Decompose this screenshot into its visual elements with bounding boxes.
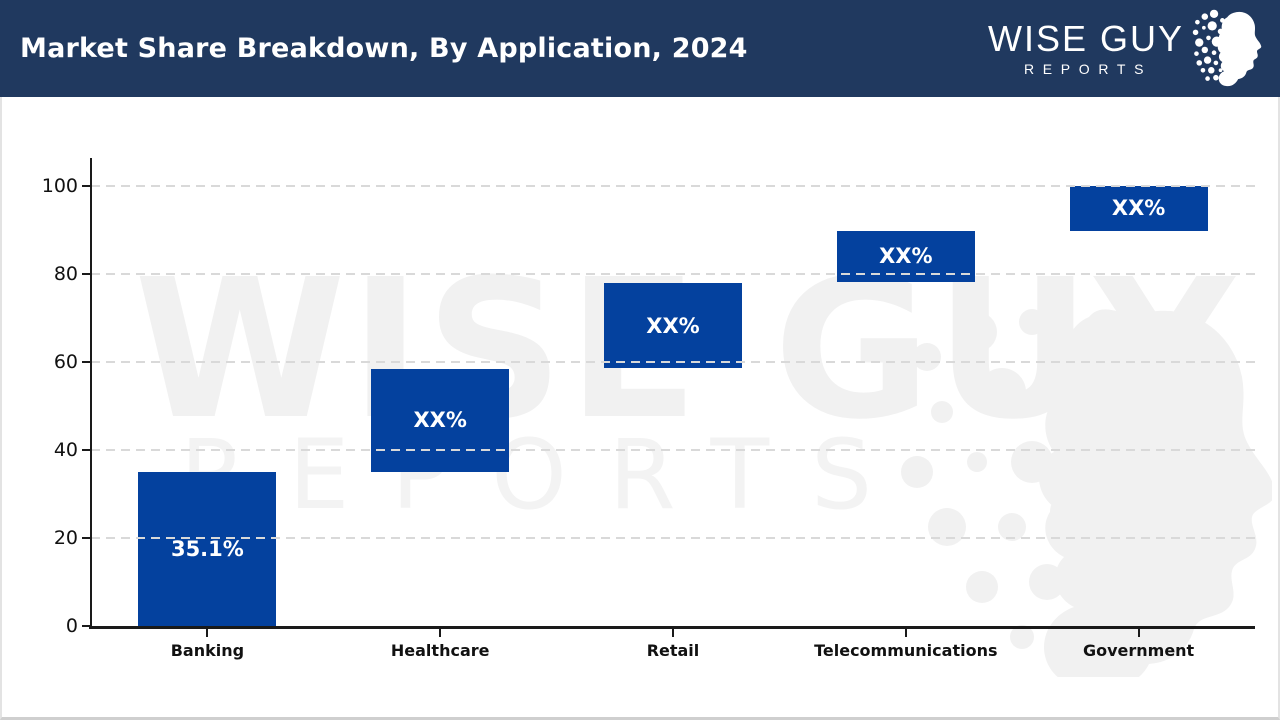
y-tick-mark-20 xyxy=(82,537,90,539)
y-tick-label-0: 0 xyxy=(65,615,78,637)
gridline-100 xyxy=(91,185,1255,187)
header: Market Share Breakdown, By Application, … xyxy=(0,0,1280,97)
x-axis-line xyxy=(89,626,1255,629)
gridline-80 xyxy=(91,273,1255,275)
logo-wordmark: WISE GUY xyxy=(987,18,1184,59)
x-tick-label-3: Telecommunications xyxy=(814,641,998,660)
x-tick-mark-0 xyxy=(206,629,209,637)
x-tick-mark-4 xyxy=(1137,629,1140,637)
y-tick-label-20: 20 xyxy=(53,527,78,549)
page-title: Market Share Breakdown, By Application, … xyxy=(20,33,748,64)
y-tick-label-100: 100 xyxy=(41,175,78,197)
x-tick-label-1: Healthcare xyxy=(390,641,490,660)
bar-value-label: XX% xyxy=(413,408,467,433)
bar-retail: XX% xyxy=(604,283,742,369)
bar-government: XX% xyxy=(1069,186,1208,231)
y-tick-mark-100 xyxy=(82,185,90,187)
logo: WISE GUY REPORTS xyxy=(988,6,1264,92)
bar-healthcare: XX% xyxy=(371,369,510,472)
y-tick-mark-40 xyxy=(82,449,90,451)
y-axis-line xyxy=(90,158,92,628)
gridline-60 xyxy=(91,361,1255,363)
y-tick-label-40: 40 xyxy=(53,439,78,461)
bar-value-label: XX% xyxy=(646,313,700,338)
bar-value-label: XX% xyxy=(1111,196,1166,221)
watermark-face-icon xyxy=(901,309,1272,677)
logo-face-icon xyxy=(1192,9,1262,86)
x-tick-label-0: Banking xyxy=(170,641,245,660)
bar-value-label: XX% xyxy=(879,244,933,269)
watermark-subtitle: REPORTS xyxy=(180,419,915,531)
x-tick-label-2: Retail xyxy=(646,641,700,660)
x-tick-mark-1 xyxy=(439,629,442,637)
logo-text: WISE GUY REPORTS xyxy=(987,18,1184,77)
logo-subtitle: REPORTS xyxy=(1023,61,1153,77)
gridline-20 xyxy=(91,537,1255,539)
x-tick-label-4: Government xyxy=(1082,641,1195,660)
bar-banking: 35.1% xyxy=(138,471,277,626)
y-tick-label-60: 60 xyxy=(53,351,78,373)
content-area: WISE GUY REPORTS 0 20 40 60 80 100 35.1% Bankin… xyxy=(0,97,1280,720)
y-tick-label-80: 80 xyxy=(53,263,78,285)
bar-value-label: 35.1% xyxy=(170,536,244,561)
y-tick-mark-60 xyxy=(82,361,90,363)
x-tick-mark-3 xyxy=(904,629,907,637)
y-tick-mark-0 xyxy=(82,625,90,627)
gridline-40 xyxy=(91,449,1255,451)
x-tick-mark-2 xyxy=(672,629,674,637)
y-tick-mark-80 xyxy=(82,273,90,275)
